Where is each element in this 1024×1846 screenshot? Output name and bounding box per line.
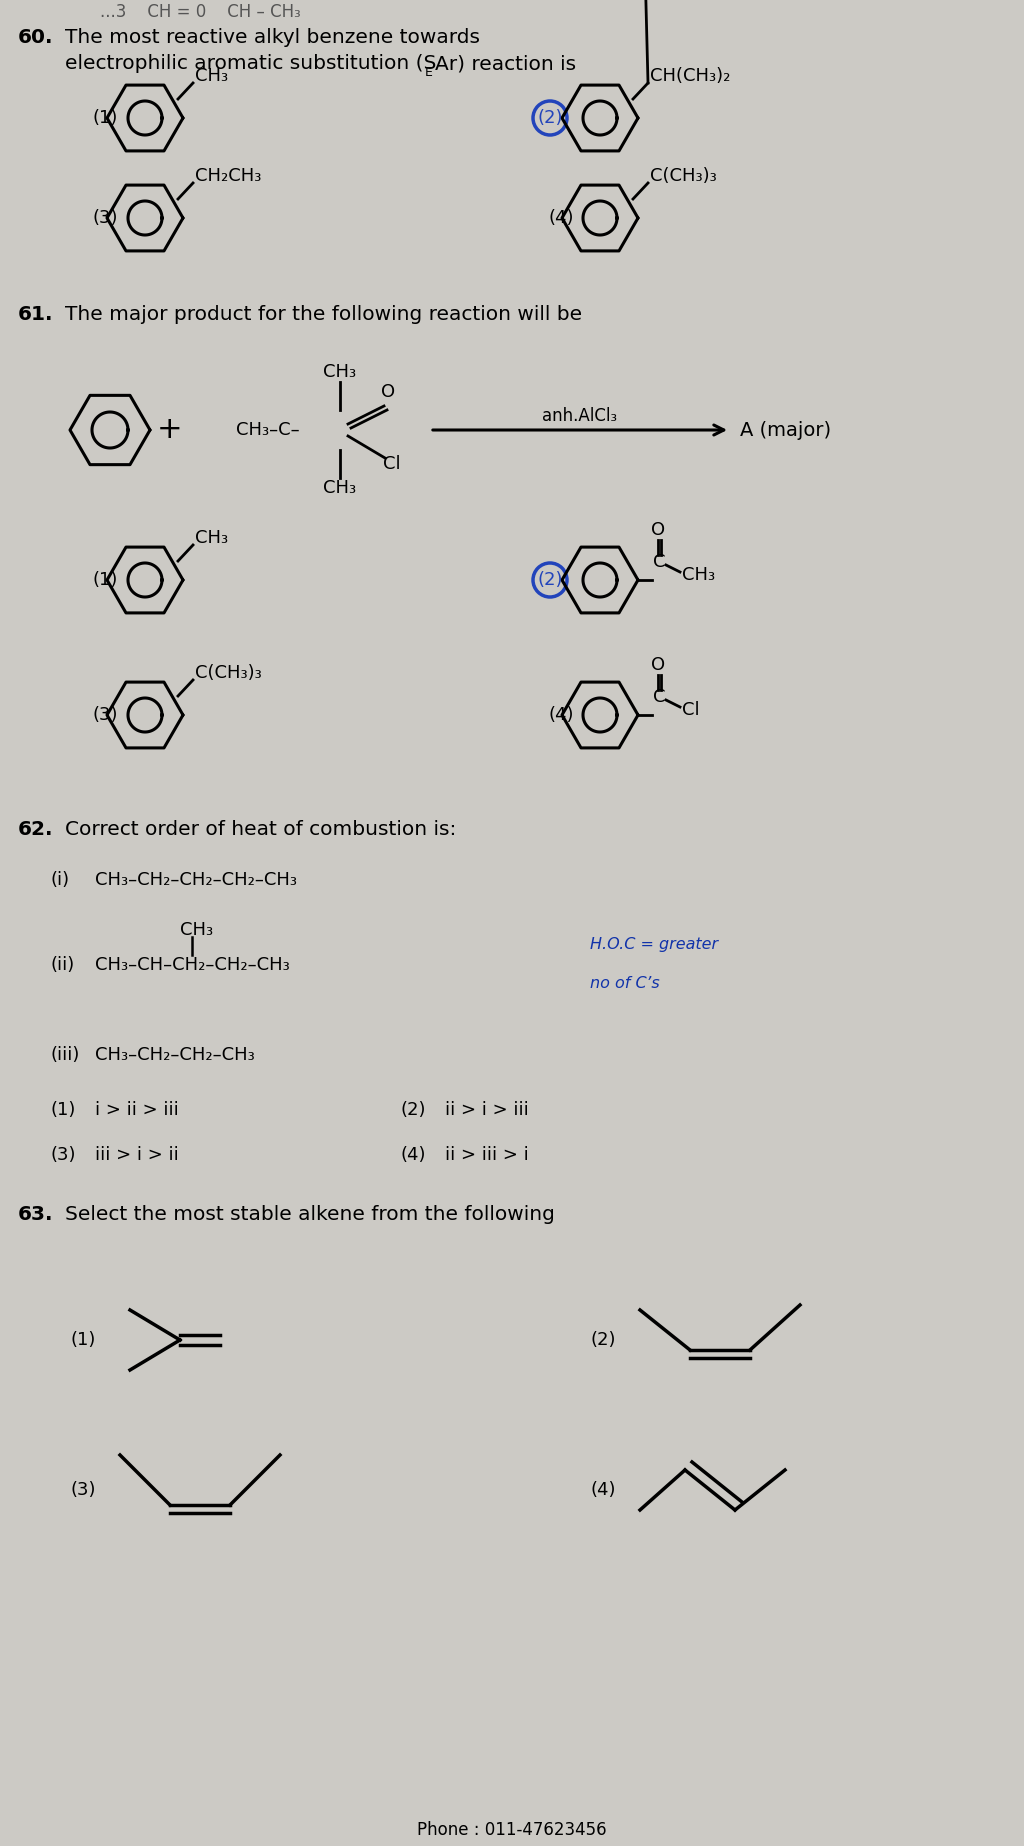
Text: (4): (4) (400, 1146, 426, 1165)
Text: Phone : 011-47623456: Phone : 011-47623456 (417, 1820, 607, 1839)
Text: Ar) reaction is: Ar) reaction is (435, 54, 577, 74)
Text: CH₃: CH₃ (324, 364, 356, 380)
Text: CH₃–CH₂–CH₂–CH₃: CH₃–CH₂–CH₂–CH₃ (95, 1047, 255, 1063)
Text: 61.: 61. (18, 305, 53, 325)
Text: (1): (1) (50, 1100, 76, 1119)
Text: (4): (4) (548, 705, 573, 724)
Text: CH₃: CH₃ (682, 567, 715, 583)
Text: (2): (2) (538, 570, 563, 589)
Text: (i): (i) (50, 871, 70, 890)
Text: no of C’s: no of C’s (590, 975, 659, 991)
Text: C(CH₃)₃: C(CH₃)₃ (650, 166, 717, 185)
Text: (2): (2) (538, 109, 563, 127)
Text: (4): (4) (590, 1480, 615, 1499)
Text: CH₂CH₃: CH₂CH₃ (195, 166, 261, 185)
Text: 62.: 62. (18, 820, 53, 838)
Text: CH₃: CH₃ (180, 921, 213, 940)
Text: anh.AlCl₃: anh.AlCl₃ (543, 406, 617, 425)
Text: i > ii > iii: i > ii > iii (95, 1100, 179, 1119)
Text: (3): (3) (93, 705, 119, 724)
Text: (1): (1) (70, 1331, 95, 1349)
Text: The most reactive alkyl benzene towards: The most reactive alkyl benzene towards (65, 28, 480, 46)
Text: (iii): (iii) (50, 1047, 80, 1063)
Text: (2): (2) (590, 1331, 615, 1349)
Text: (ii): (ii) (50, 956, 75, 975)
Text: CH₃: CH₃ (195, 530, 228, 546)
Text: CH₃: CH₃ (195, 66, 228, 85)
Text: O: O (381, 382, 395, 401)
Text: CH₃: CH₃ (324, 478, 356, 497)
Text: ii > i > iii: ii > i > iii (445, 1100, 528, 1119)
Text: Cl: Cl (383, 454, 400, 473)
Text: Correct order of heat of combustion is:: Correct order of heat of combustion is: (65, 820, 457, 838)
Text: O: O (651, 655, 665, 674)
Text: (1): (1) (93, 570, 119, 589)
Text: Select the most stable alkene from the following: Select the most stable alkene from the f… (65, 1205, 555, 1224)
Text: 63.: 63. (18, 1205, 53, 1224)
Text: ...3    CH = 0    CH – CH₃: ...3 CH = 0 CH – CH₃ (100, 4, 301, 20)
Text: CH(CH₃)₂: CH(CH₃)₂ (650, 66, 730, 85)
Text: O: O (651, 521, 665, 539)
Text: (4): (4) (548, 209, 573, 227)
Text: (3): (3) (93, 209, 119, 227)
Text: E: E (425, 66, 433, 79)
Text: (3): (3) (70, 1480, 95, 1499)
Text: electrophilic aromatic substitution (S: electrophilic aromatic substitution (S (65, 54, 436, 74)
Text: A (major): A (major) (740, 421, 831, 439)
Text: iii > i > ii: iii > i > ii (95, 1146, 179, 1165)
Text: ii > iii > i: ii > iii > i (445, 1146, 528, 1165)
Text: 60.: 60. (18, 28, 53, 46)
Text: C(CH₃)₃: C(CH₃)₃ (195, 665, 262, 681)
Text: CH₃–CH–CH₂–CH₂–CH₃: CH₃–CH–CH₂–CH₂–CH₃ (95, 956, 290, 975)
Text: Cl: Cl (682, 701, 699, 718)
Text: CH₃–C–: CH₃–C– (237, 421, 300, 439)
Text: (2): (2) (400, 1100, 426, 1119)
Text: CH₃–CH₂–CH₂–CH₂–CH₃: CH₃–CH₂–CH₂–CH₂–CH₃ (95, 871, 297, 890)
Text: C: C (652, 689, 666, 705)
Text: C: C (652, 554, 666, 570)
Text: (1): (1) (93, 109, 119, 127)
Text: (3): (3) (50, 1146, 76, 1165)
Text: The major product for the following reaction will be: The major product for the following reac… (65, 305, 582, 325)
Text: H.O.C = greater: H.O.C = greater (590, 938, 718, 953)
Text: +: + (158, 415, 183, 445)
